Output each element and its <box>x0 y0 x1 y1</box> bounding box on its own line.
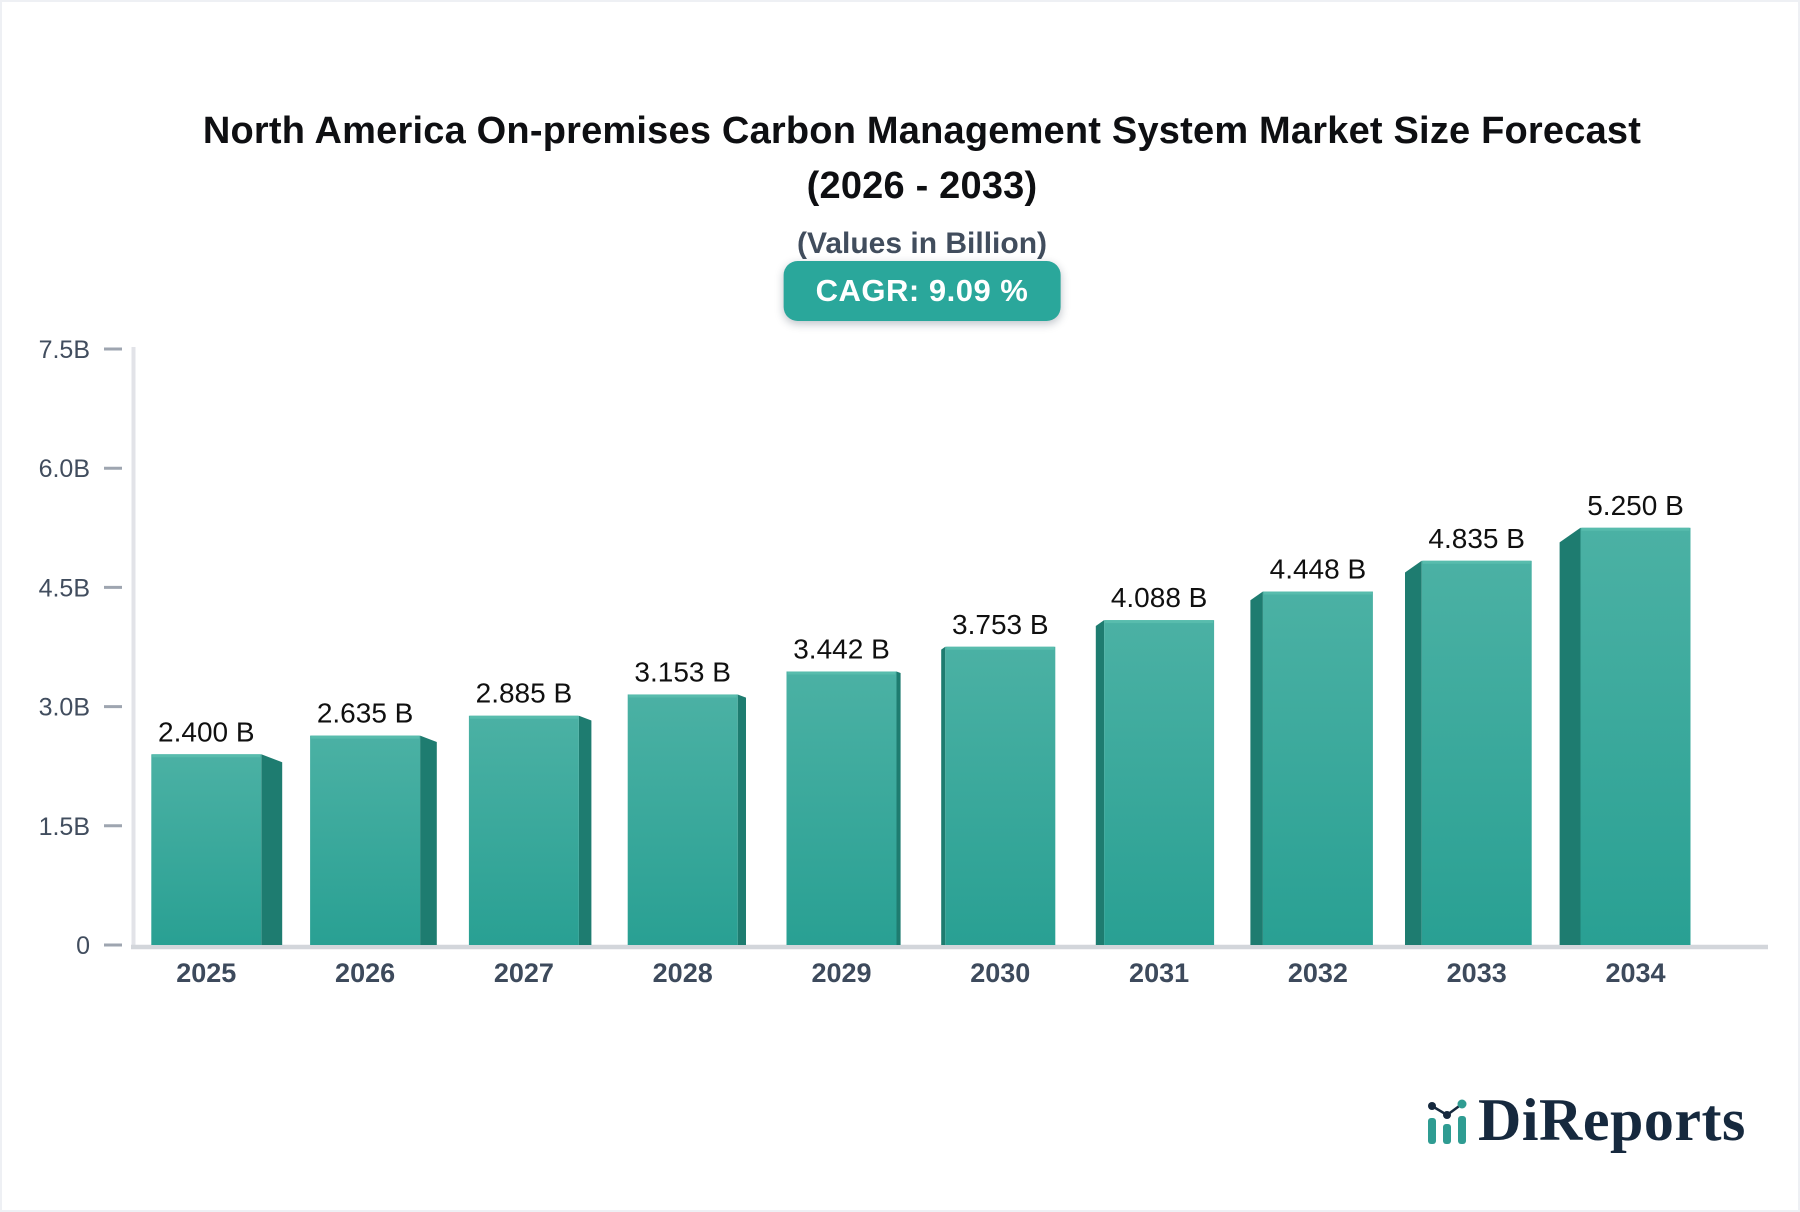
cagr-badge: CAGR: 9.09 % <box>783 261 1061 321</box>
bar-value-label: 2.885 B <box>476 678 573 709</box>
logo-bar <box>1428 1118 1436 1144</box>
bar-front-face <box>1104 620 1215 945</box>
bar-side-face <box>420 735 437 945</box>
bar-side-face <box>1095 620 1105 945</box>
bar-2030 <box>941 646 1056 945</box>
bar-value-label: 5.250 B <box>1587 490 1684 521</box>
y-tick-label: 3.0B <box>39 694 90 722</box>
x-category-label: 2030 <box>970 958 1030 988</box>
bars-layer <box>151 527 1691 945</box>
bar-2034 <box>1559 527 1691 945</box>
logo-bar <box>1458 1116 1466 1144</box>
bar-front-face <box>945 646 1056 945</box>
x-category-label: 2033 <box>1447 958 1507 988</box>
bar-side-face <box>1405 560 1422 945</box>
bar-value-label: 2.400 B <box>158 716 255 747</box>
logo-dot <box>1428 1102 1436 1110</box>
direports-logo-text: DiReports <box>1478 1087 1746 1153</box>
x-category-label: 2028 <box>653 958 713 988</box>
bar-value-label: 4.088 B <box>1111 582 1208 613</box>
x-category-label: 2027 <box>494 958 554 988</box>
x-category-label: 2026 <box>335 958 395 988</box>
bar-side-face <box>1559 527 1581 945</box>
y-tick-label: 6.0B <box>39 455 90 483</box>
bar-front-face <box>627 694 738 945</box>
bar-2033 <box>1405 560 1532 945</box>
bar-value-label: 4.448 B <box>1270 554 1367 585</box>
labels-layer: 2.400 B 2025 2.635 B 2026 2.885 B 2027 3.153 B… <box>158 490 1684 988</box>
bar-value-label: 3.753 B <box>952 609 1049 640</box>
x-category-label: 2025 <box>176 958 236 988</box>
x-category-label: 2029 <box>811 958 871 988</box>
x-category-label: 2034 <box>1605 958 1665 988</box>
bar-side-face <box>261 754 283 945</box>
x-category-label: 2031 <box>1129 958 1189 988</box>
y-tick-label: 4.5B <box>39 574 90 602</box>
page-title-line1: North America On-premises Carbon Managem… <box>202 110 1642 152</box>
bar-front-face <box>468 715 579 945</box>
y-tick-label: 1.5B <box>39 813 90 841</box>
bar-value-label: 4.835 B <box>1428 523 1525 554</box>
bar-front-face <box>1580 527 1691 945</box>
bar-2026 <box>310 735 437 945</box>
bar-front-face <box>1421 560 1532 945</box>
logo-dot <box>1443 1111 1451 1119</box>
logo-bar <box>1443 1124 1451 1144</box>
bar-value-label: 3.153 B <box>634 656 731 687</box>
bar-value-label: 3.442 B <box>793 633 890 664</box>
y-tick-label: 0 <box>76 932 90 960</box>
chart-subtitle: (Values in Billion) <box>796 227 1048 260</box>
bar-side-face <box>1250 591 1263 945</box>
logo-dot <box>1457 1099 1467 1109</box>
bar-2028 <box>627 694 746 945</box>
bar-2027 <box>468 715 592 945</box>
bar-2029 <box>786 671 901 945</box>
bar-front-face <box>786 671 897 945</box>
bar-side-face <box>578 715 592 945</box>
bar-2031 <box>1095 620 1215 945</box>
direports-logo-icon <box>1428 1099 1467 1144</box>
axis-layer: 0 1.5B 3.0B 4.5B 6.0B 7.5B <box>39 336 1768 960</box>
bar-side-face <box>896 671 901 945</box>
bar-2025 <box>151 754 283 945</box>
direports-logo: DiReports <box>1426 1090 1746 1150</box>
page-title-line2: (2026 - 2033) <box>806 165 1038 207</box>
bar-2032 <box>1250 591 1373 945</box>
bar-side-face <box>737 694 746 945</box>
y-tick-label: 7.5B <box>39 336 90 364</box>
bar-front-face <box>151 754 262 945</box>
bar-value-label: 2.635 B <box>317 698 414 729</box>
bar-front-face <box>1262 591 1373 945</box>
bar-front-face <box>310 735 421 945</box>
bar-side-face <box>941 646 946 945</box>
x-category-label: 2032 <box>1288 958 1348 988</box>
